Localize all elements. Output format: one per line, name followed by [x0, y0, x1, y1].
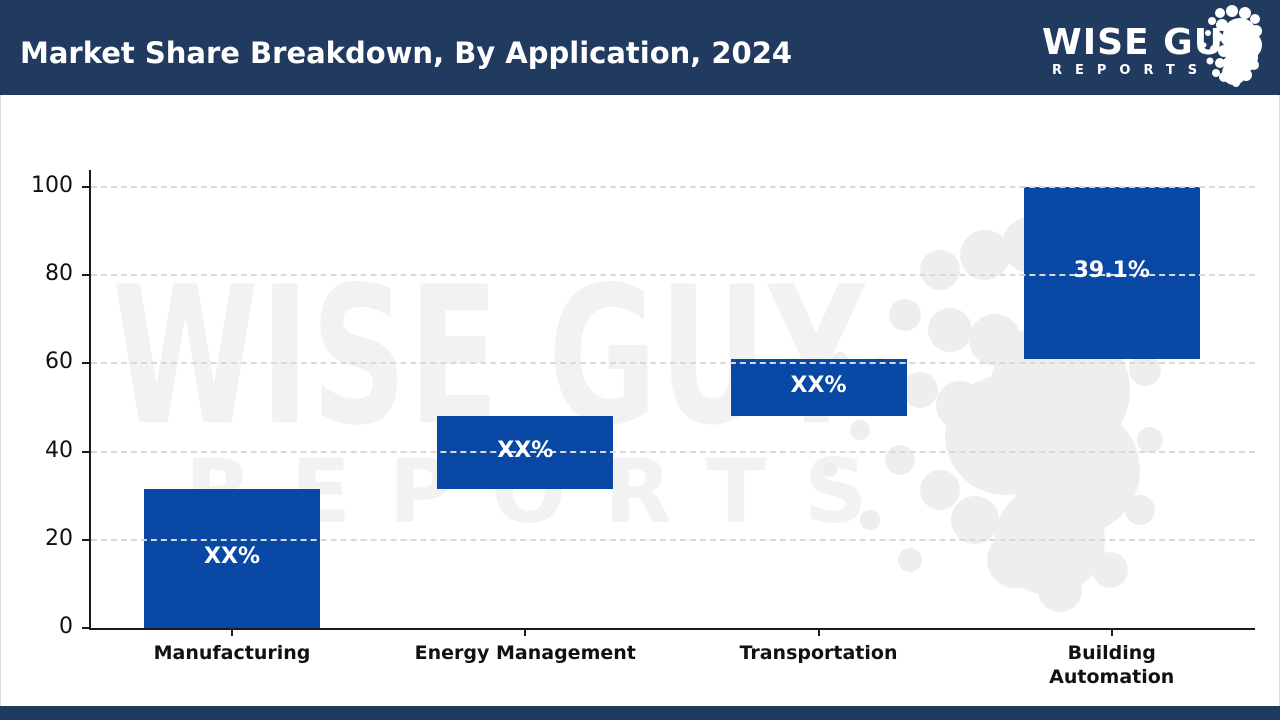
header-bar: Market Share Breakdown, By Application, …	[0, 0, 1280, 95]
bar-label: 39.1%	[1073, 258, 1150, 284]
x-tick	[524, 628, 527, 636]
x-category-label: Energy Management	[414, 642, 636, 664]
y-tick-label: 80	[45, 261, 73, 287]
y-tick	[82, 450, 89, 453]
gridline	[91, 450, 1255, 453]
gridline	[91, 362, 1255, 365]
y-tick	[82, 627, 89, 629]
plot-area: 0 20 40 60 80 100 XX% Manufacturing XX% Energy Ma…	[31, 170, 1255, 688]
footer-bar	[0, 706, 1280, 720]
bar	[730, 359, 907, 417]
y-tick-label: 60	[45, 349, 73, 375]
x-tick	[817, 628, 820, 636]
gridline	[91, 186, 1255, 188]
y-tick	[82, 538, 89, 541]
y-tick-label: 40	[45, 437, 73, 463]
x-category-label: Transportation	[739, 642, 898, 664]
y-tick	[82, 186, 89, 188]
y-tick-label: 0	[59, 614, 73, 639]
x-category-label: Manufacturing	[153, 642, 311, 664]
y-tick-label: 20	[45, 525, 73, 551]
y-tick-label: 100	[31, 173, 73, 198]
logo-wiseguy-text: WISE GUY	[1042, 22, 1252, 63]
bar	[1023, 187, 1200, 360]
x-tick	[1110, 628, 1113, 636]
bar	[437, 416, 614, 490]
x-tick	[231, 628, 233, 636]
bar-label: XX%	[790, 372, 847, 398]
bar-label: XX%	[497, 437, 554, 463]
gridline	[91, 538, 1255, 541]
x-category-label: Building Automation	[1049, 642, 1175, 688]
gridline	[91, 274, 1255, 277]
logo-reports-text: REPORTS	[1052, 63, 1211, 78]
wiseguy-head-logo-icon	[1201, 5, 1262, 87]
page-title: Market Share Breakdown, By Application, …	[20, 36, 793, 70]
y-tick	[82, 362, 89, 365]
y-tick	[82, 274, 89, 277]
bar-label: XX%	[204, 543, 260, 569]
bar	[144, 489, 320, 628]
